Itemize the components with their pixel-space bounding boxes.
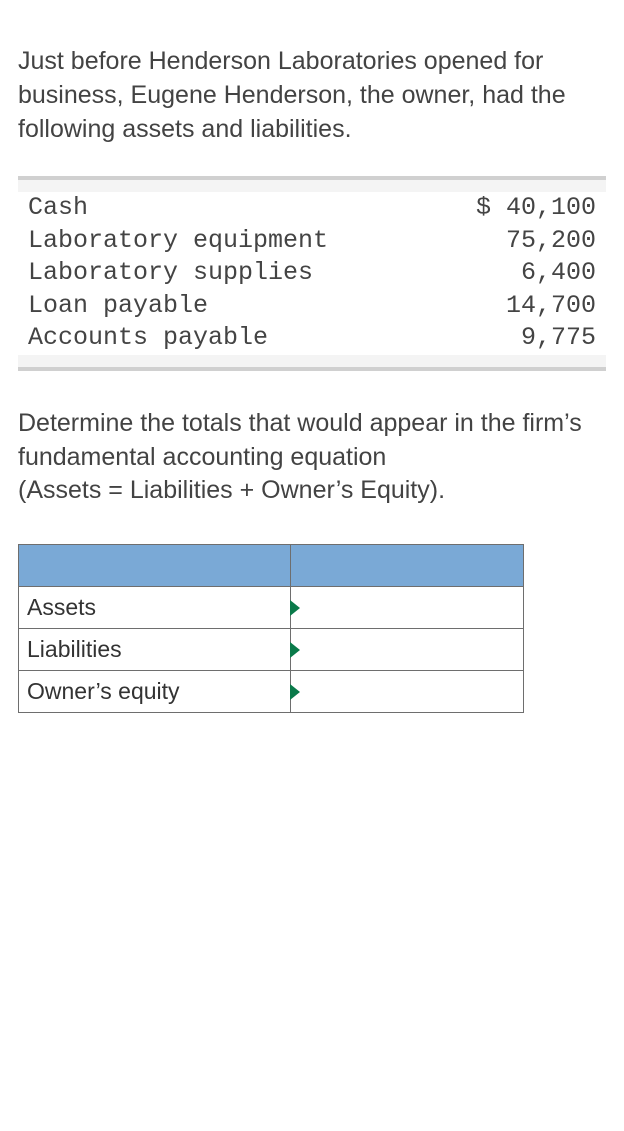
intro-paragraph: Just before Henderson Laboratories opene… — [18, 45, 606, 146]
item-label: Accounts payable — [18, 322, 427, 355]
answer-cell — [291, 629, 524, 671]
item-value: 75,200 — [427, 225, 606, 258]
table-row: Laboratory supplies 6,400 — [18, 257, 606, 290]
table-spacer-bottom — [18, 355, 606, 367]
answer-row: Assets — [19, 587, 524, 629]
answer-label: Liabilities — [19, 629, 291, 671]
item-value: 6,400 — [427, 257, 606, 290]
question-paragraph: Determine the totals that would appear i… — [18, 407, 606, 508]
item-label: Loan payable — [18, 290, 427, 323]
table-row: Cash $ 40,100 — [18, 192, 606, 225]
items-table-wrap: Cash $ 40,100 Laboratory equipment 75,20… — [18, 176, 606, 371]
item-label: Laboratory equipment — [18, 225, 427, 258]
question-line2: (Assets = Liabilities + Owner’s Equity). — [18, 476, 445, 504]
question-line1: Determine the totals that would appear i… — [18, 409, 582, 471]
table-row: Laboratory equipment 75,200 — [18, 225, 606, 258]
answer-header-blank-2 — [291, 545, 524, 587]
assets-input[interactable] — [291, 587, 523, 628]
liabilities-input[interactable] — [291, 629, 523, 670]
item-label: Laboratory supplies — [18, 257, 427, 290]
answer-header-row — [19, 545, 524, 587]
answer-row: Owner’s equity — [19, 671, 524, 713]
table-spacer-top — [18, 180, 606, 192]
item-value: 14,700 — [427, 290, 606, 323]
item-value: 9,775 — [427, 322, 606, 355]
owners-equity-input[interactable] — [291, 671, 523, 712]
input-marker-icon — [290, 684, 300, 700]
input-marker-icon — [290, 600, 300, 616]
table-row: Accounts payable 9,775 — [18, 322, 606, 355]
answer-cell — [291, 587, 524, 629]
answer-label: Assets — [19, 587, 291, 629]
input-marker-icon — [290, 642, 300, 658]
item-value: $ 40,100 — [427, 192, 606, 225]
answer-row: Liabilities — [19, 629, 524, 671]
answer-cell — [291, 671, 524, 713]
answer-table: Assets Liabilities Owner’s equity — [18, 544, 524, 713]
answer-label: Owner’s equity — [19, 671, 291, 713]
table-row: Loan payable 14,700 — [18, 290, 606, 323]
item-label: Cash — [18, 192, 427, 225]
answer-header-blank-1 — [19, 545, 291, 587]
items-table: Cash $ 40,100 Laboratory equipment 75,20… — [18, 180, 606, 367]
